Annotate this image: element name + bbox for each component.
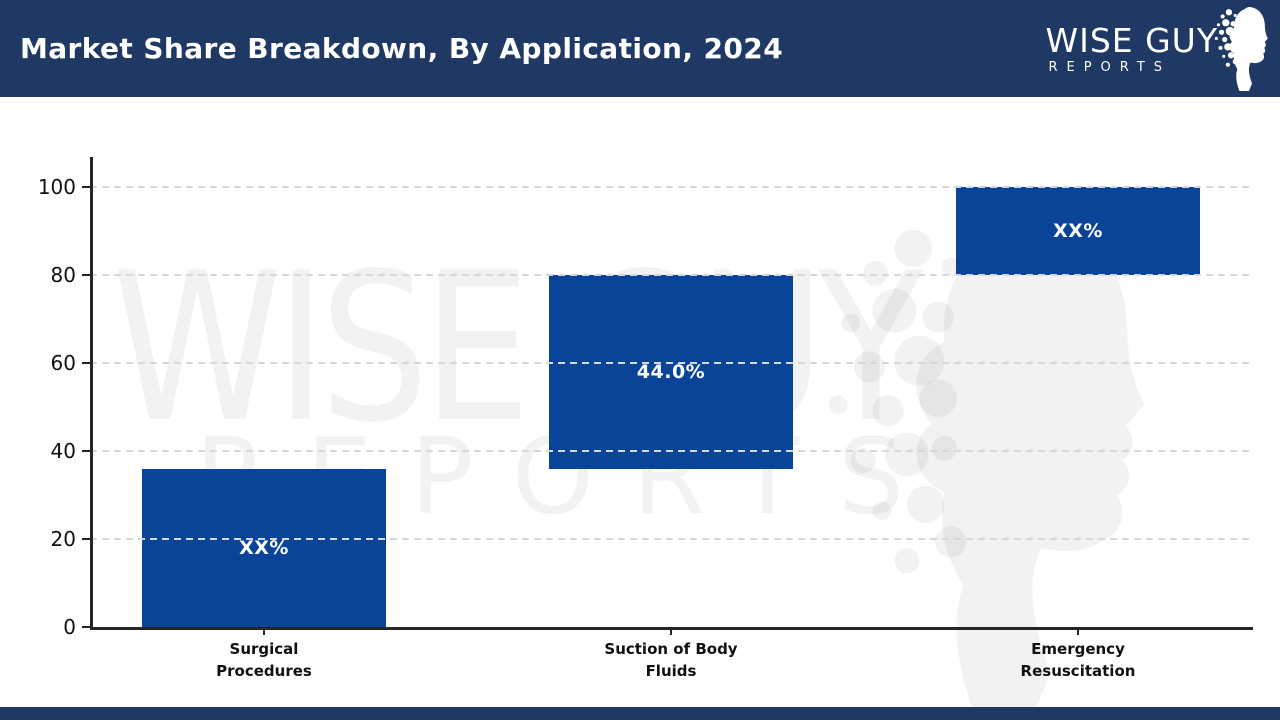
logo-brand-text: WISE GUY bbox=[1045, 20, 1218, 60]
y-tick-mark bbox=[82, 274, 90, 276]
bar-value-label: XX% bbox=[1053, 220, 1103, 242]
gridline bbox=[90, 450, 1253, 452]
y-tick-label: 40 bbox=[50, 439, 76, 463]
y-tick-mark bbox=[82, 538, 90, 540]
y-tick-label: 0 bbox=[63, 615, 76, 639]
bar-value-label: 44.0% bbox=[636, 360, 706, 383]
gridline bbox=[90, 274, 1253, 276]
y-tick-label: 80 bbox=[50, 263, 76, 287]
y-axis-line bbox=[90, 157, 93, 630]
chart-plot-area: WISE GUY REPORTS 0 20 40 60 80 100 XX% Surgical… bbox=[0, 97, 1280, 707]
gridline bbox=[90, 186, 1253, 188]
bar: XX% bbox=[956, 187, 1200, 275]
wise-guy-logo: WISE GUY REPORTS bbox=[1045, 6, 1270, 91]
header-band: Market Share Breakdown, By Application, … bbox=[0, 0, 1280, 97]
y-tick-mark bbox=[82, 186, 90, 188]
wise-guy-head-icon bbox=[1214, 6, 1268, 91]
bar: XX% bbox=[142, 468, 386, 627]
y-tick-label: 20 bbox=[50, 527, 76, 551]
watermark-brand-text: WISE GUY bbox=[112, 230, 924, 468]
y-tick-label: 100 bbox=[37, 175, 76, 199]
gridline bbox=[90, 362, 1253, 364]
bar-value-label: XX% bbox=[239, 536, 289, 559]
x-category-label: Suction of Body Fluids bbox=[604, 640, 738, 680]
footer-bar bbox=[0, 707, 1280, 720]
bar: 44.0% bbox=[549, 275, 793, 469]
gridline bbox=[90, 538, 1253, 540]
y-tick-mark bbox=[82, 450, 90, 452]
y-tick-label: 60 bbox=[50, 351, 76, 375]
watermark-head-icon bbox=[828, 217, 1145, 707]
x-tick-mark bbox=[670, 627, 672, 635]
page-title: Market Share Breakdown, By Application, … bbox=[20, 32, 784, 65]
logo-tagline-text: REPORTS bbox=[1048, 59, 1172, 75]
x-category-label: Surgical Procedures bbox=[216, 640, 312, 680]
y-tick-mark bbox=[82, 362, 90, 364]
y-tick-mark bbox=[82, 626, 90, 628]
x-tick-mark bbox=[263, 627, 265, 635]
x-category-label: Emergency Resuscitation bbox=[1020, 640, 1136, 680]
x-tick-mark bbox=[1077, 627, 1079, 635]
